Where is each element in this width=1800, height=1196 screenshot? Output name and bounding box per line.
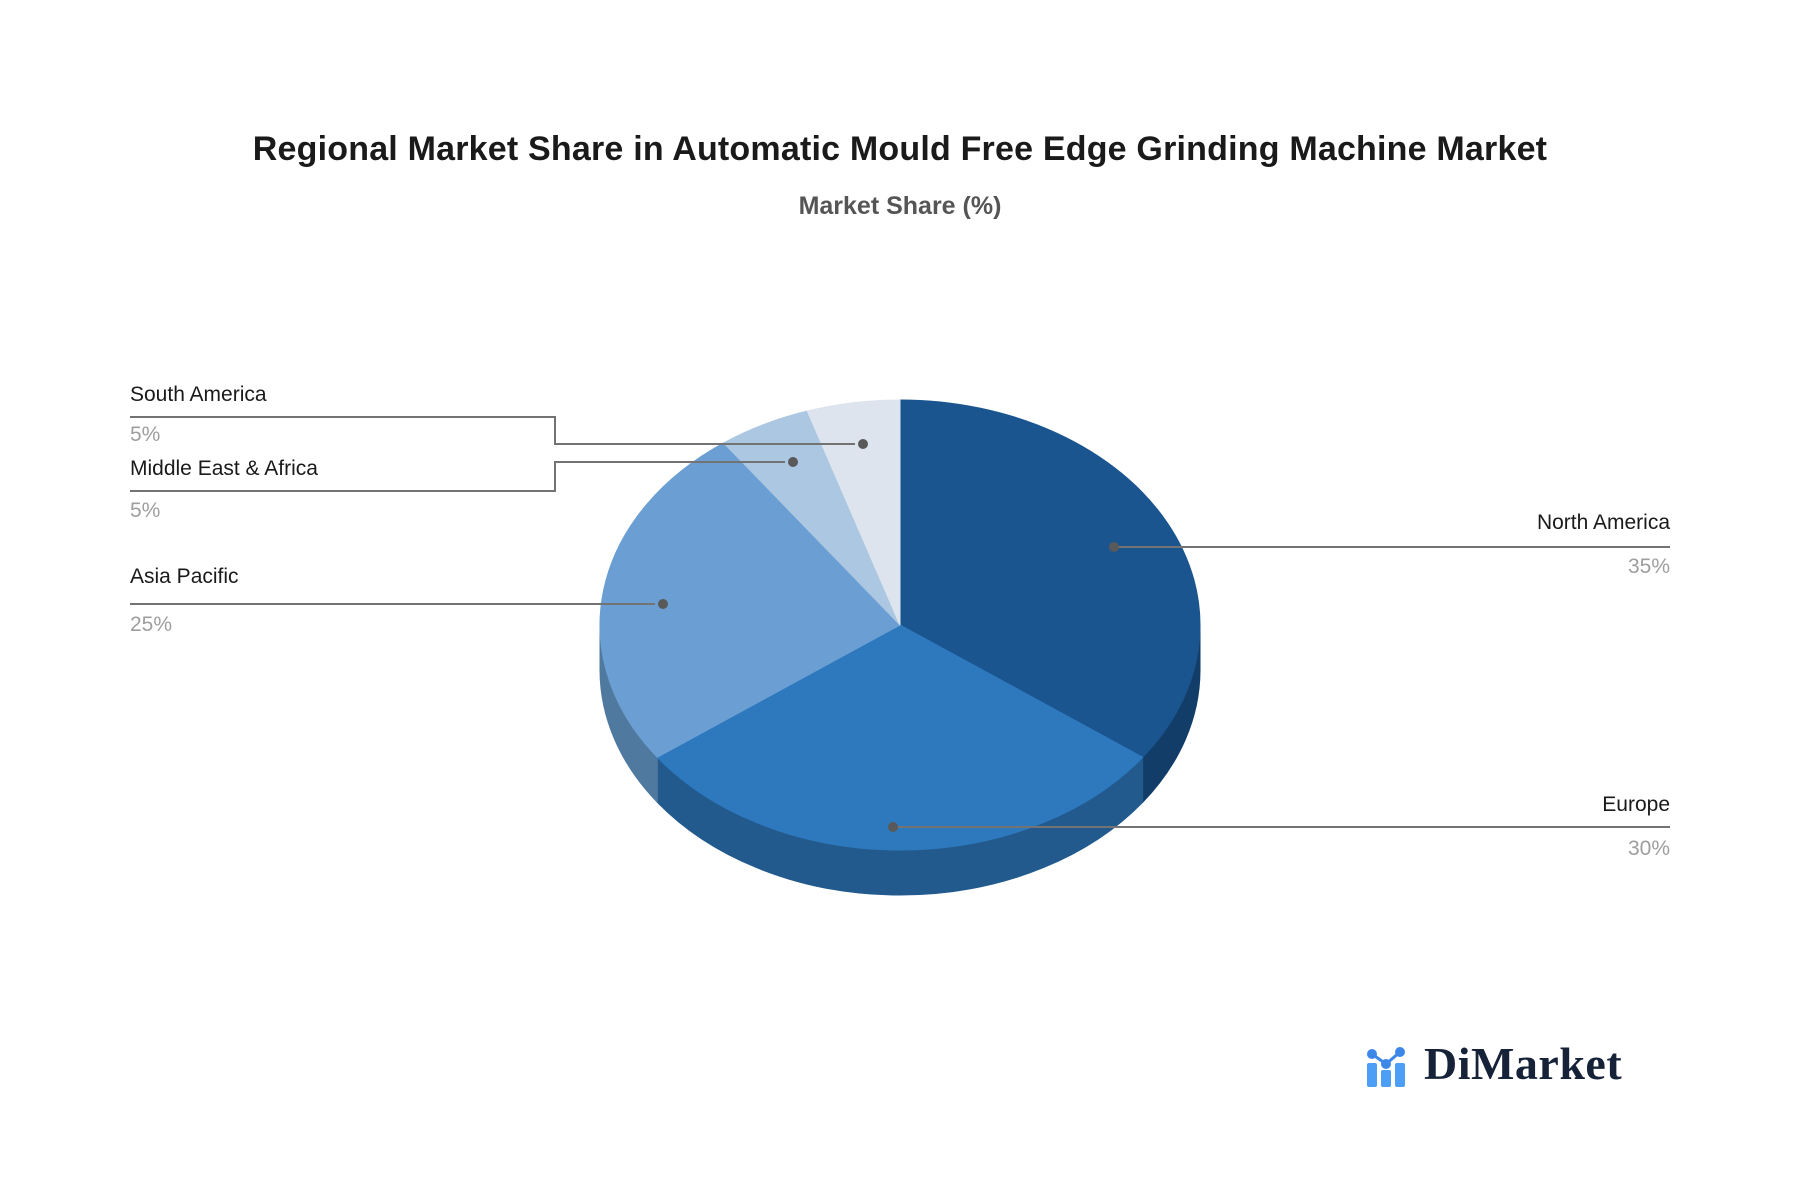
callout-line-middle-east-africa bbox=[130, 461, 785, 492]
callout-dot-asia-pacific bbox=[658, 599, 668, 609]
brand-logo: DiMarket bbox=[1360, 1040, 1622, 1090]
callout-label-europe: Europe bbox=[1602, 793, 1670, 816]
callout-dot-north-america bbox=[1109, 542, 1119, 552]
chart-title: Regional Market Share in Automatic Mould… bbox=[252, 130, 1548, 168]
callout-pct-europe: 30% bbox=[1627, 837, 1670, 860]
callout-line-south-america bbox=[130, 416, 855, 445]
callout-dot-south-america bbox=[858, 439, 868, 449]
callout-label-north-america: North America bbox=[1536, 511, 1670, 534]
callout-label-asia-pacific: Asia Pacific bbox=[130, 565, 239, 588]
callout-dot-europe bbox=[888, 822, 898, 832]
pie-slice-south-america[interactable] bbox=[806, 399, 901, 626]
callout-pct-asia-pacific: 25% bbox=[130, 613, 173, 636]
callout-dot-middle-east-africa bbox=[788, 457, 798, 467]
callout-label-middle-east-africa: Middle East & Africa bbox=[130, 457, 318, 480]
pie-slice-north-america[interactable] bbox=[899, 399, 1201, 758]
pie-slice-asia-pacific[interactable] bbox=[599, 442, 901, 758]
chart-subtitle: Market Share (%) bbox=[798, 192, 1002, 220]
callout-pct-south-america: 5% bbox=[130, 423, 161, 446]
pie-slice-europe[interactable] bbox=[656, 624, 1144, 851]
callout-label-south-america: South America bbox=[130, 383, 267, 406]
callout-pct-middle-east-africa: 5% bbox=[130, 499, 161, 522]
brand-logo-text: DiMarket bbox=[1424, 1038, 1623, 1089]
callout-pct-north-america: 35% bbox=[1627, 555, 1670, 578]
brand-logo-icon bbox=[1367, 1047, 1405, 1087]
